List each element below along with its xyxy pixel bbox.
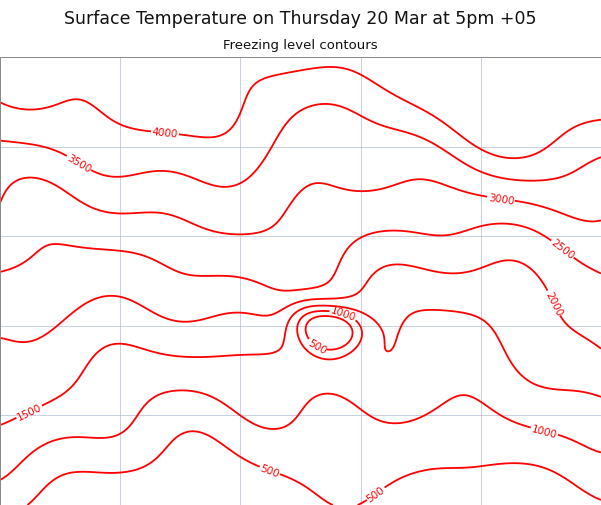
Text: 1000: 1000 — [531, 423, 558, 439]
Text: Freezing level contours: Freezing level contours — [223, 39, 378, 52]
Text: 1000: 1000 — [329, 305, 357, 323]
Text: 3000: 3000 — [487, 192, 514, 206]
Text: 500: 500 — [259, 463, 281, 479]
Text: 500: 500 — [365, 484, 386, 503]
Text: 3500: 3500 — [65, 153, 93, 175]
Text: 500: 500 — [306, 337, 328, 356]
Text: 1500: 1500 — [15, 401, 43, 422]
Text: 4000: 4000 — [151, 127, 178, 140]
Text: 2000: 2000 — [543, 289, 564, 317]
Text: 2500: 2500 — [549, 237, 576, 262]
Text: Surface Temperature on Thursday 20 Mar at 5pm +05: Surface Temperature on Thursday 20 Mar a… — [64, 10, 537, 28]
